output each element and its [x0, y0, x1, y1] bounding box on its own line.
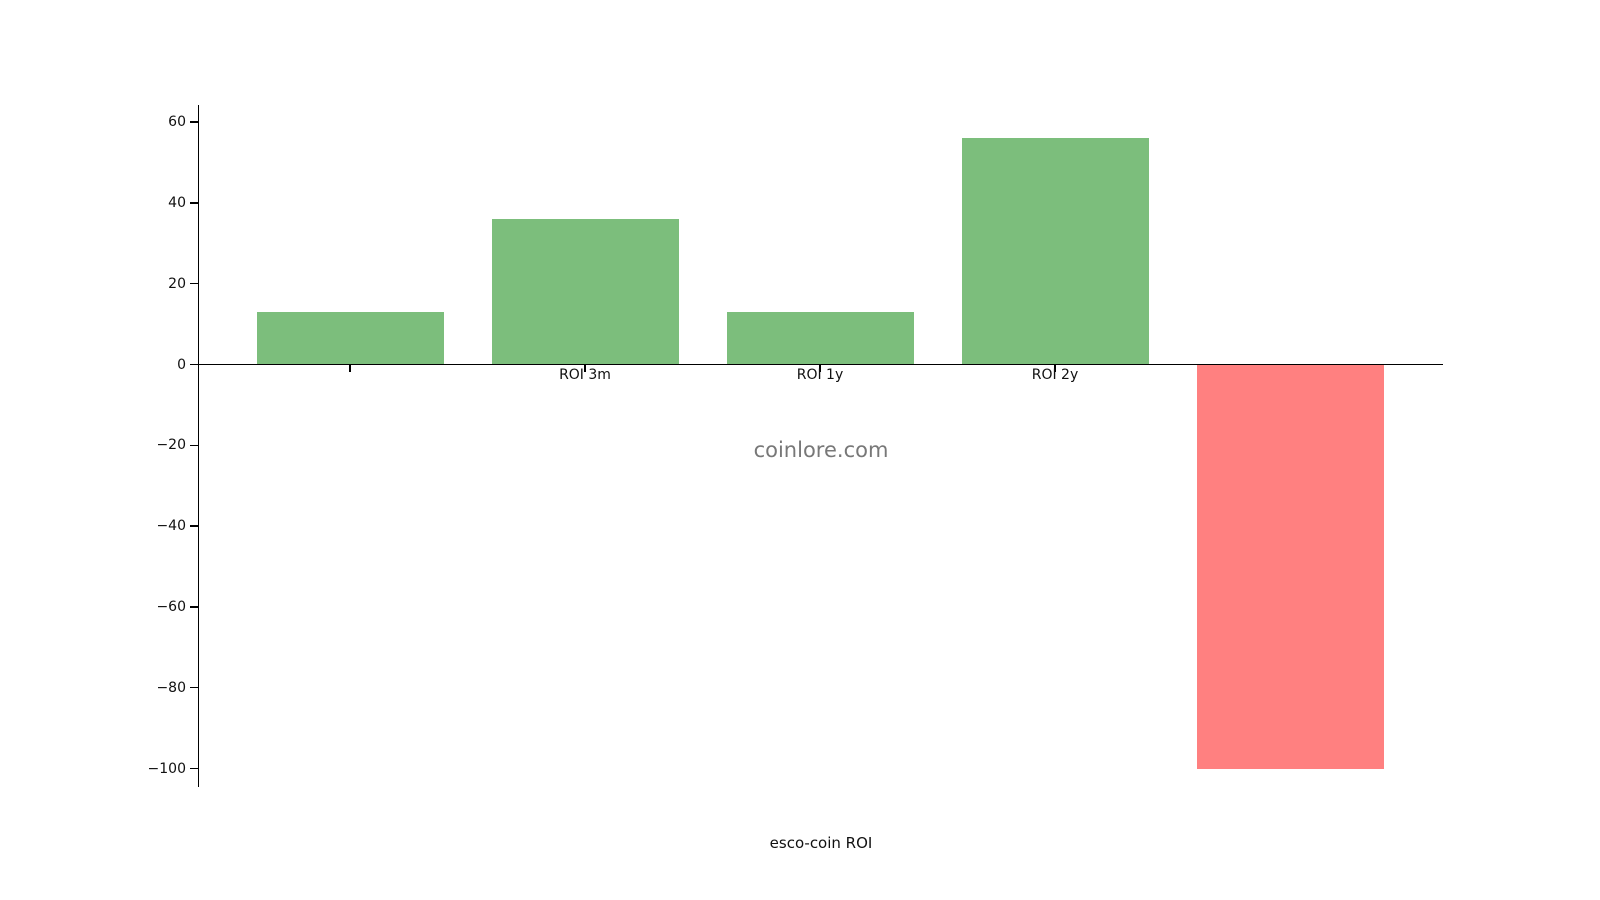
y-tick-label: −60 — [156, 598, 186, 615]
y-tick-label: 0 — [177, 356, 186, 373]
bar-5 — [1196, 365, 1384, 769]
y-tick-label: −100 — [147, 760, 186, 777]
x-axis-line — [199, 363, 1443, 366]
bar-roi-1y — [726, 311, 914, 365]
x-tick-mark — [819, 364, 821, 372]
y-tick-mark — [190, 444, 198, 447]
y-tick-label: −20 — [156, 437, 186, 454]
y-tick-mark — [190, 202, 198, 204]
y-tick-mark — [190, 121, 198, 123]
watermark-text: coinlore.com — [753, 438, 889, 462]
y-tick-mark — [190, 282, 198, 285]
x-tick-mark — [349, 364, 351, 372]
x-tick-mark — [584, 364, 586, 372]
y-tick-mark — [190, 363, 198, 366]
bar-roi-2y — [961, 138, 1149, 365]
x-tick-label: ROI 3m — [559, 366, 611, 383]
bar-roi-3m — [491, 219, 679, 365]
y-tick-label: 20 — [168, 275, 186, 292]
y-tick-mark — [190, 525, 198, 527]
y-tick-label: −80 — [156, 679, 186, 696]
y-tick-mark — [190, 686, 198, 689]
y-tick-mark — [190, 606, 198, 608]
y-axis-line — [197, 105, 199, 787]
y-tick-label: −40 — [156, 518, 186, 535]
y-tick-label: 60 — [168, 114, 186, 131]
bar-1 — [256, 311, 444, 365]
x-tick-mark — [1054, 364, 1056, 372]
x-tick-label: ROI 1y — [796, 366, 844, 383]
y-tick-label: 40 — [168, 194, 186, 211]
x-axis-title: esco-coin ROI — [769, 834, 873, 852]
x-tick-label: ROI 2y — [1031, 366, 1079, 383]
y-tick-mark — [190, 767, 198, 770]
